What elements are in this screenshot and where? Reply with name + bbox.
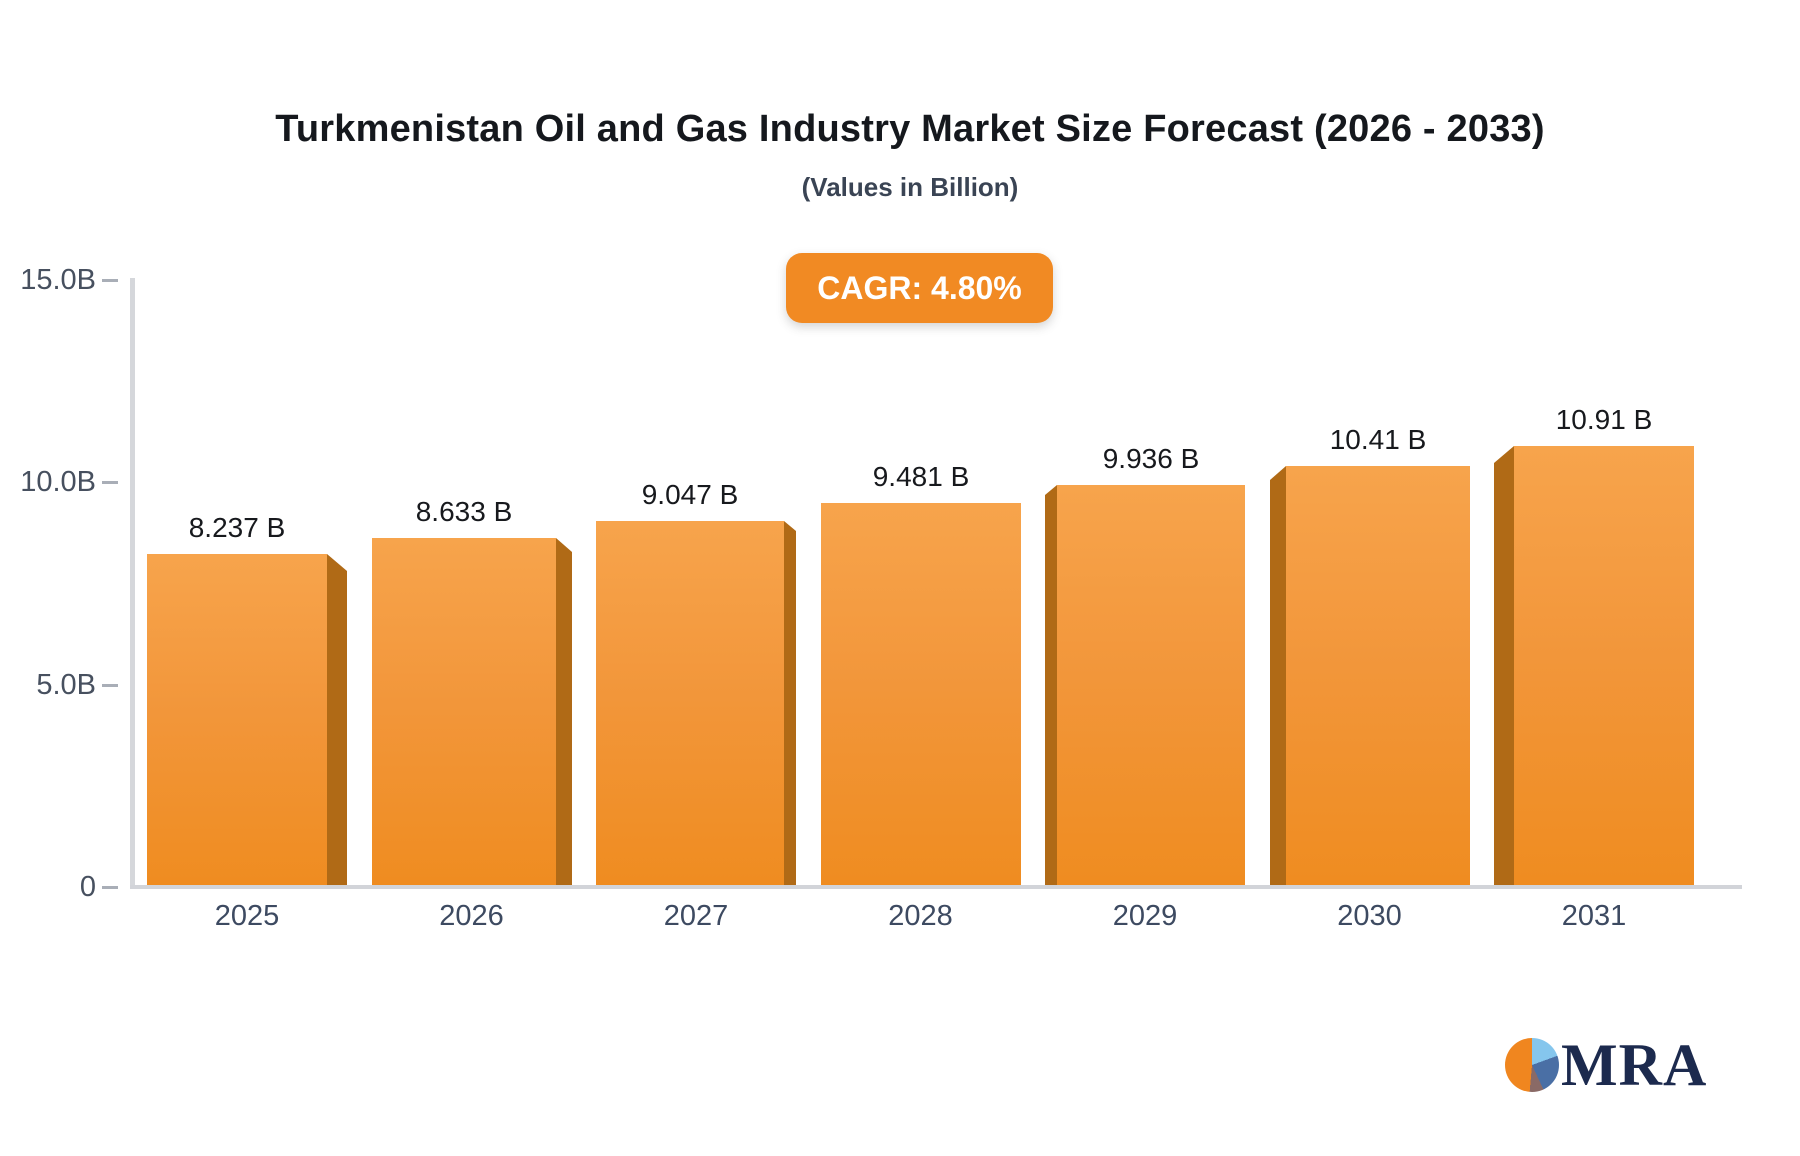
x-axis-label-2029: 2029	[1112, 900, 1178, 932]
x-axis-baseline	[130, 885, 1742, 889]
brand-logo: MRA	[1505, 1032, 1708, 1098]
bar-value-label: 9.936 B	[1102, 443, 1200, 474]
y-tick-label: 0	[79, 871, 96, 903]
page-title: Turkmenistan Oil and Gas Industry Market…	[275, 108, 1545, 150]
bar-face	[821, 503, 1021, 887]
bar-2026	[372, 538, 572, 887]
y-tick-mark	[102, 481, 118, 485]
x-axis-label-2028: 2028	[888, 900, 953, 932]
bar-face	[1057, 485, 1245, 887]
bar-value-label: 8.633 B	[415, 496, 513, 527]
bar-3d-side	[784, 521, 796, 887]
bar-face	[1286, 466, 1470, 887]
bar-2031	[1494, 446, 1694, 887]
bar-value-label: 9.481 B	[872, 461, 970, 492]
y-tick-mark	[102, 683, 118, 687]
x-axis-label-2025: 2025	[214, 900, 280, 932]
bar-3d-side	[1494, 446, 1514, 887]
y-axis-line	[130, 278, 135, 889]
bar-value-label: 10.91 B	[1555, 404, 1653, 435]
y-tick-mark	[102, 279, 118, 282]
bar-value-label: 10.41 B	[1329, 424, 1427, 455]
bar-2028	[821, 503, 1021, 887]
y-tick-label: 5.0B	[36, 668, 96, 701]
bar-face	[147, 554, 327, 887]
bar-value-label: 9.047 B	[641, 479, 739, 510]
cagr-badge: CAGR: 4.80%	[786, 253, 1053, 323]
x-axis-label-2027: 2027	[663, 900, 729, 932]
x-axis-label-2030: 2030	[1337, 900, 1402, 932]
bar-2027	[596, 521, 796, 887]
x-axis-label-2026: 2026	[439, 900, 504, 932]
x-axis-label-2031: 2031	[1561, 900, 1627, 932]
pie-chart-icon	[1505, 1038, 1559, 1092]
bar-3d-side	[327, 554, 347, 887]
y-tick-label: 15.0B	[20, 264, 96, 296]
bar-3d-side	[1045, 485, 1057, 887]
page-subtitle: (Values in Billion)	[801, 172, 1019, 202]
bar-face	[596, 521, 784, 887]
y-tick-mark	[102, 886, 118, 889]
bar-face	[1514, 446, 1694, 887]
bar-face	[372, 538, 556, 887]
bar-value-label: 8.237 B	[188, 512, 286, 543]
y-tick-label: 10.0B	[20, 466, 96, 499]
bar-2029	[1045, 485, 1245, 887]
bar-2025	[147, 554, 347, 887]
bar-3d-side	[1270, 466, 1286, 887]
logo-text: MRA	[1561, 1032, 1708, 1098]
bar-3d-side	[556, 538, 572, 887]
bar-2030	[1270, 466, 1470, 887]
